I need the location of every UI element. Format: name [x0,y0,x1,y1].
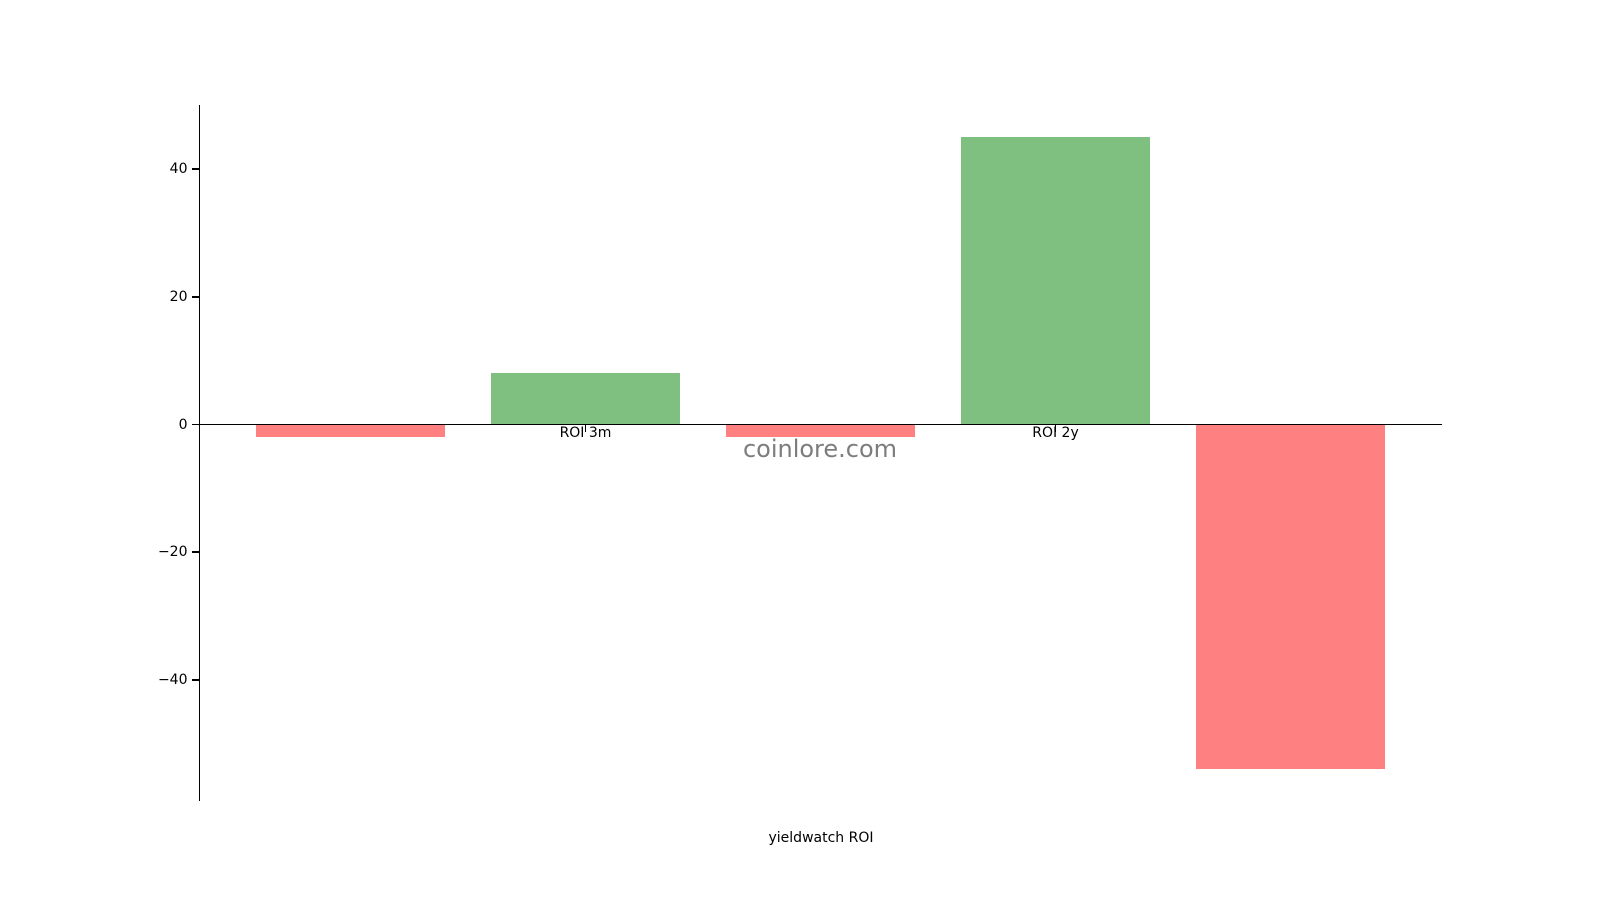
x-tick-mark [584,424,587,432]
x-axis-line [198,423,1442,426]
y-tick-mark [191,423,199,426]
y-tick-label: −20 [157,544,188,561]
y-tick-label: −40 [157,671,188,688]
watermark: coinlore.com [742,435,898,463]
bar [1196,424,1385,770]
x-tick-mark [1054,424,1057,432]
y-tick-mark [191,296,199,298]
y-tick-label: 0 [178,416,188,433]
y-tick-label: 40 [169,161,188,178]
y-tick-mark [191,168,199,170]
x-axis-title: yieldwatch ROI [768,830,874,846]
x-tick-label: ROI 3m [559,425,612,441]
y-tick-mark [191,551,199,553]
y-tick-label: 20 [169,288,188,305]
bar [726,424,915,438]
x-tick-label: ROI 2y [1032,425,1079,441]
y-tick-mark [191,679,199,681]
bar [256,424,445,438]
y-axis-line [198,105,200,802]
bar [961,137,1150,425]
bar [491,373,680,425]
